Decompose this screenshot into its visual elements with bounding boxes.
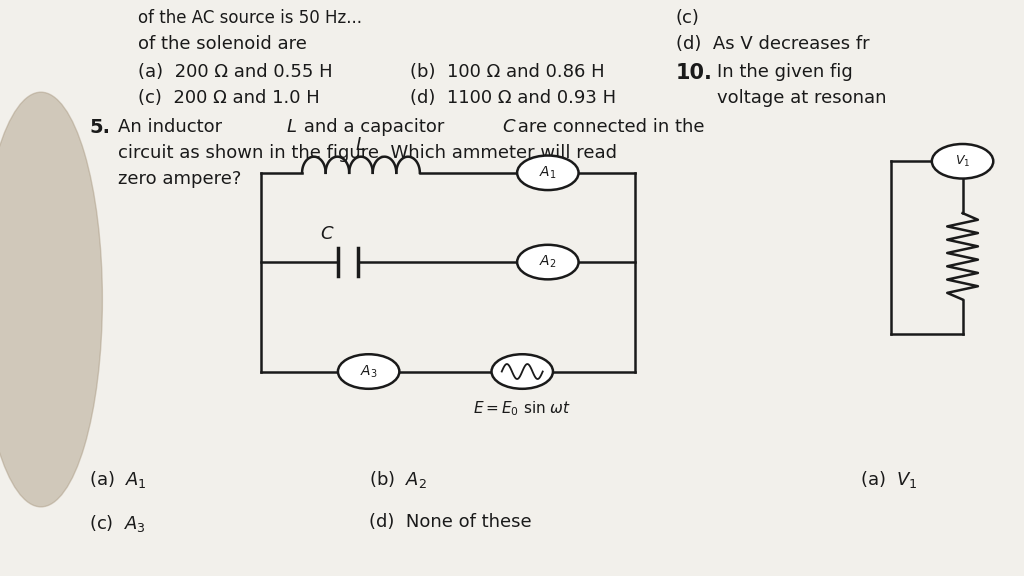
Text: of the AC source is 50 Hz...: of the AC source is 50 Hz...	[138, 9, 362, 26]
Text: (d)  As V decreases fr: (d) As V decreases fr	[676, 35, 869, 52]
Text: $A_1$: $A_1$	[539, 165, 557, 181]
Text: $A_2$: $A_2$	[539, 254, 557, 270]
Text: C: C	[321, 225, 333, 243]
Text: of the solenoid are: of the solenoid are	[138, 35, 307, 52]
Circle shape	[492, 354, 553, 389]
Text: An inductor: An inductor	[118, 118, 227, 136]
Circle shape	[517, 245, 579, 279]
Text: $V_1$: $V_1$	[955, 154, 970, 169]
Text: (c)  200 Ω and 1.0 H: (c) 200 Ω and 1.0 H	[138, 89, 319, 107]
Text: zero ampere?: zero ampere?	[118, 170, 241, 188]
Text: (a)  $V_1$: (a) $V_1$	[860, 469, 918, 490]
Text: (d)  None of these: (d) None of these	[369, 513, 531, 530]
Text: voltage at resonan: voltage at resonan	[717, 89, 887, 107]
Text: $E = E_0$ sin $\omega t$: $E = E_0$ sin $\omega t$	[473, 399, 571, 418]
Text: circuit as shown in the figure. Which ammeter will read: circuit as shown in the figure. Which am…	[118, 144, 616, 162]
Circle shape	[932, 144, 993, 179]
Ellipse shape	[0, 92, 102, 507]
Text: L: L	[356, 136, 366, 154]
Text: (b)  100 Ω and 0.86 H: (b) 100 Ω and 0.86 H	[410, 63, 604, 81]
Text: 5.: 5.	[89, 118, 111, 137]
Circle shape	[517, 156, 579, 190]
Text: are connected in the: are connected in the	[512, 118, 705, 136]
Text: L: L	[287, 118, 297, 136]
Text: In the given fig: In the given fig	[717, 63, 853, 81]
Text: (c)  $A_3$: (c) $A_3$	[89, 513, 145, 533]
Text: C: C	[502, 118, 514, 136]
Text: (a)  $A_1$: (a) $A_1$	[89, 469, 146, 490]
Text: 10.: 10.	[676, 63, 713, 84]
Text: (b)  $A_2$: (b) $A_2$	[369, 469, 427, 490]
Text: and a capacitor: and a capacitor	[298, 118, 451, 136]
Text: (c): (c)	[676, 9, 699, 26]
Text: (a)  200 Ω and 0.55 H: (a) 200 Ω and 0.55 H	[138, 63, 333, 81]
Text: (d)  1100 Ω and 0.93 H: (d) 1100 Ω and 0.93 H	[410, 89, 615, 107]
Text: $A_3$: $A_3$	[359, 363, 378, 380]
Circle shape	[338, 354, 399, 389]
